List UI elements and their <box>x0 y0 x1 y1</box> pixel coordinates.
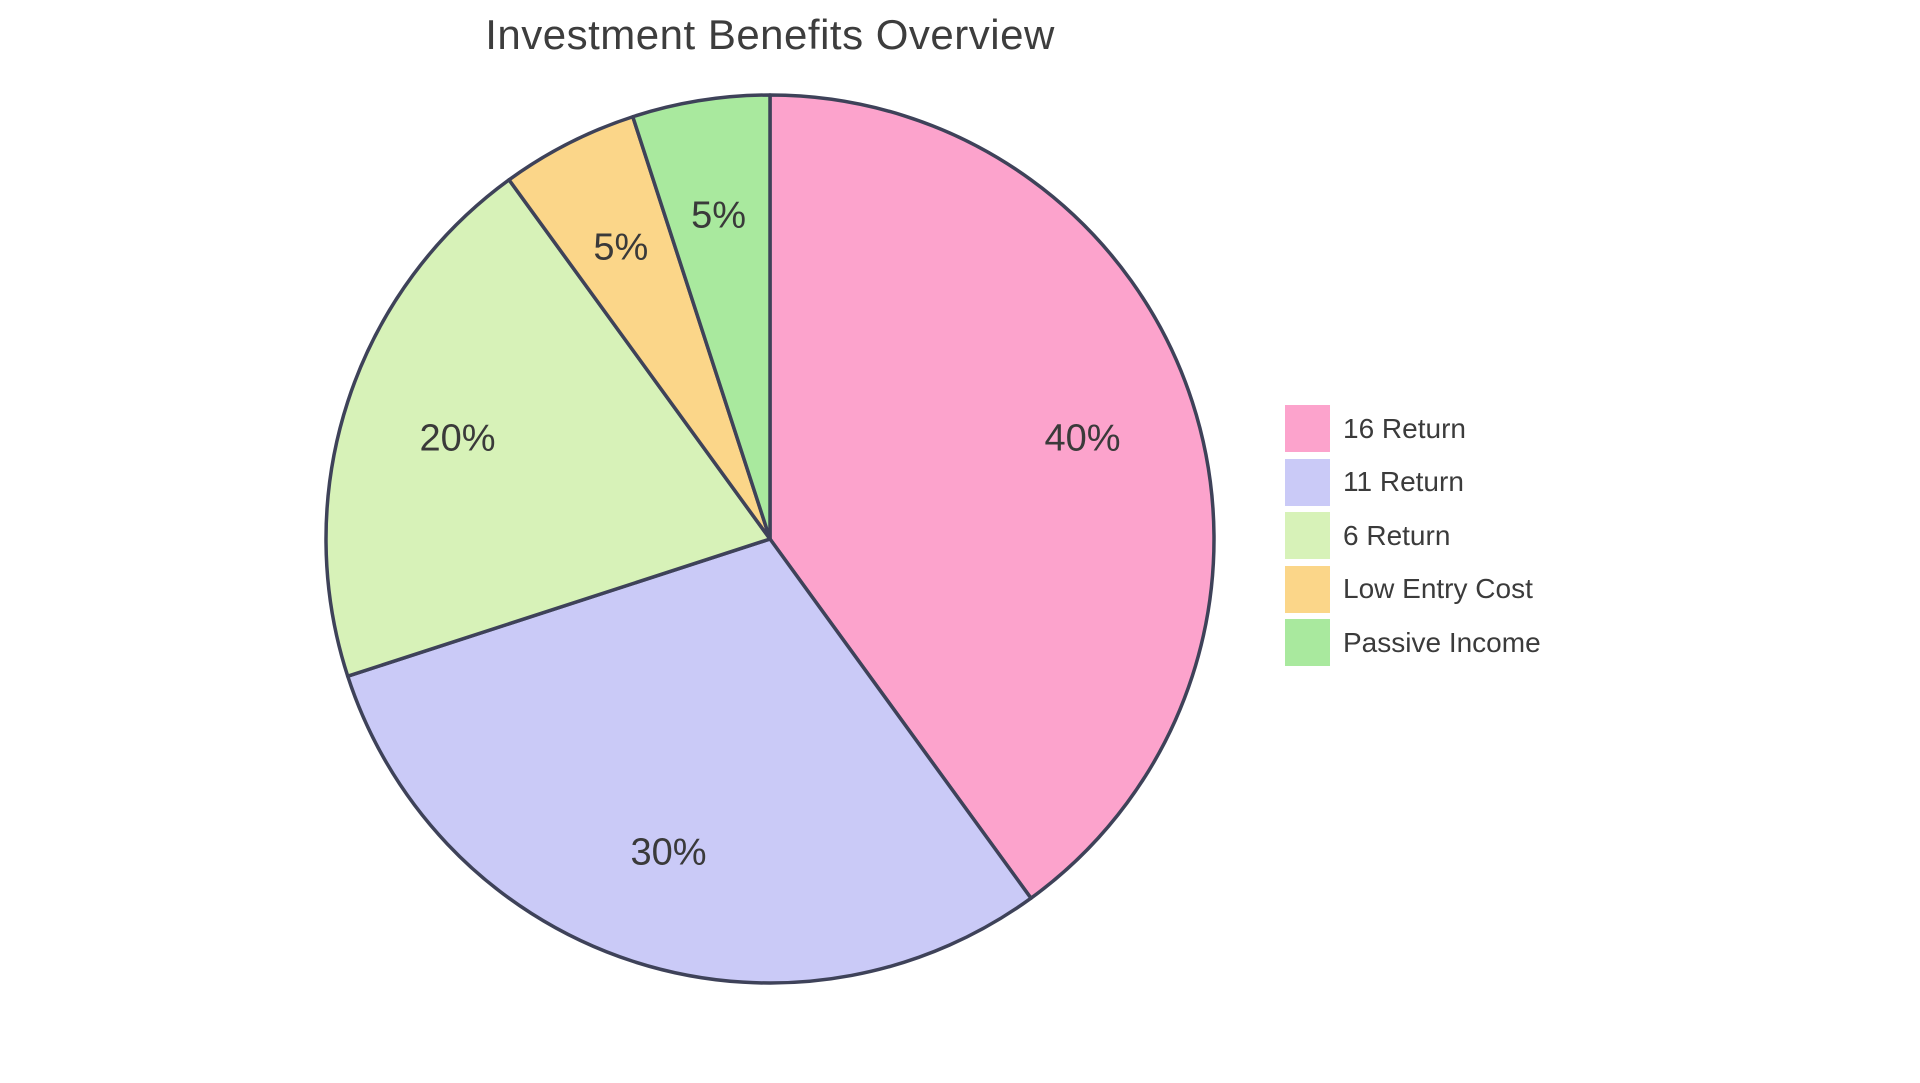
legend-swatch-16-return <box>1285 405 1330 452</box>
legend-item-6-return: 6 Return <box>1285 512 1541 559</box>
pie-slice-16-return <box>768 93 1216 900</box>
legend-swatch-low-entry-cost <box>1285 565 1330 613</box>
legend-label-6-return: 6 Return <box>1343 519 1451 551</box>
slice-label-11-return: 30% <box>630 832 706 874</box>
slice-label-6-return: 20% <box>419 418 495 460</box>
pie-slice-6-return <box>324 178 772 678</box>
slice-label-16-return: 40% <box>1044 418 1120 460</box>
legend-label-11-return: 11 Return <box>1343 466 1464 497</box>
pie-slice-11-return <box>345 537 1033 985</box>
legend-label-16-return: 16 Return <box>1343 412 1466 444</box>
legend-item-11-return: 11 Return <box>1285 458 1541 506</box>
legend-label-low-entry-cost: Low Entry Cost <box>1343 573 1533 604</box>
chart-title: Investment Benefits Overview <box>485 11 1055 58</box>
legend-label-passive-income: Passive Income <box>1343 626 1541 658</box>
chart-legend: 16 Return 11 Return 6 Return Low Entry Cost… <box>1285 405 1541 673</box>
legend-item-passive-income: Passive Income <box>1285 619 1541 666</box>
legend-swatch-passive-income <box>1285 619 1330 666</box>
pie-slice-passive-income <box>631 93 772 541</box>
legend-item-16-return: 16 Return <box>1285 405 1541 452</box>
legend-swatch-11-return <box>1285 458 1330 506</box>
legend-swatch-6-return <box>1285 512 1330 559</box>
slice-label-passive-income: 5% <box>691 195 746 237</box>
slice-label-low-entry-cost: 5% <box>593 226 648 268</box>
legend-item-low-entry-cost: Low Entry Cost <box>1285 565 1541 613</box>
